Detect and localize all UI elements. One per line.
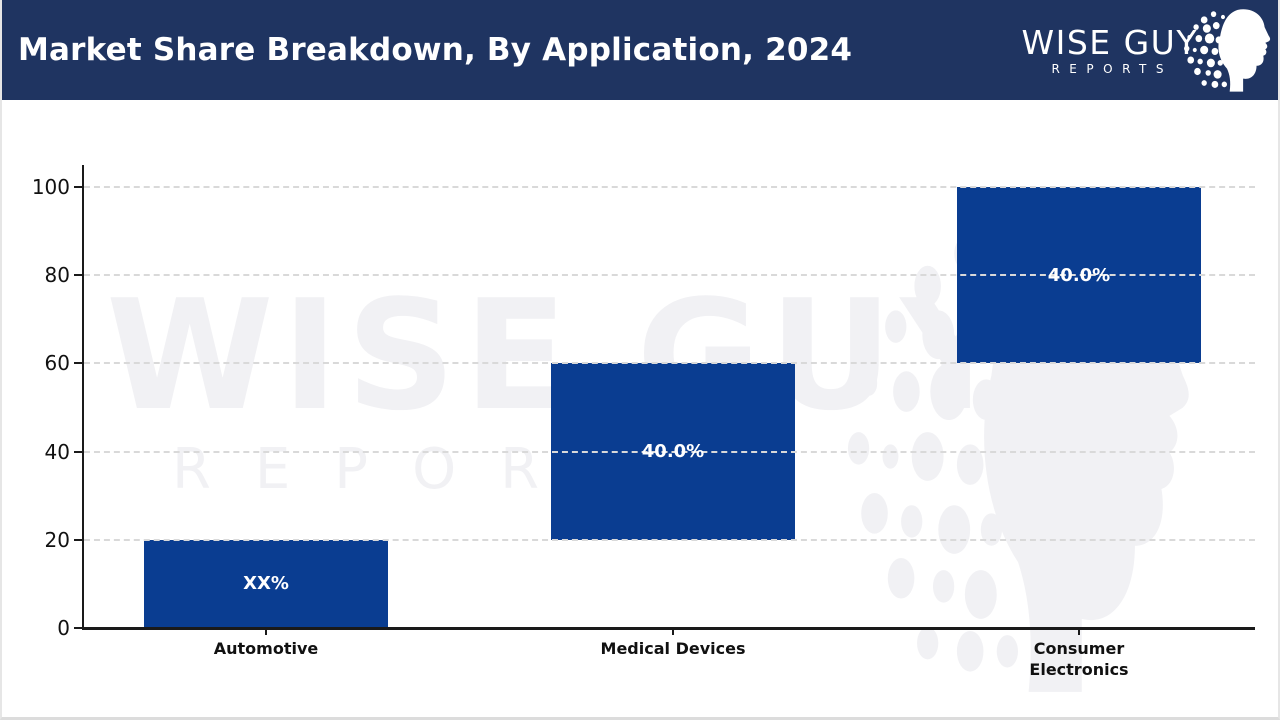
y-tick-label: 60 [44,351,70,376]
brand-text: WISE GUY REPORTS [1021,26,1198,75]
y-tick [74,186,82,188]
x-category-label: Automotive [213,639,319,658]
x-tick [265,629,267,635]
y-tick [74,274,82,277]
brand-logo: WISE GUY REPORTS [1021,0,1274,100]
x-tick [672,629,674,635]
x-category-label: Medical Devices [600,639,746,658]
bar [144,539,388,628]
y-tick-label: 80 [44,263,70,288]
header-bar: Market Share Breakdown, By Application, … [2,0,1278,100]
brand-subtitle: REPORTS [1051,61,1173,76]
y-tick [74,538,82,541]
x-axis [82,627,1255,630]
y-gridline [84,450,1255,453]
y-tick-label: 40 [44,439,70,464]
y-tick [74,627,82,629]
y-gridline [84,538,1255,541]
y-tick [74,450,82,453]
brand-head-icon [1180,7,1274,93]
y-tick-label: 100 [31,175,70,199]
y-gridline [84,186,1255,188]
y-tick [74,362,82,365]
y-gridline [84,274,1255,277]
x-tick [1078,629,1080,635]
x-category-label: Consumer Electronics [1029,639,1129,679]
y-gridline [84,362,1255,365]
y-tick-label: 0 [57,616,70,640]
y-axis [82,165,84,629]
brand-name: WISE GUY [1021,22,1198,62]
page-title: Market Share Breakdown, By Application, … [18,32,853,68]
y-tick-label: 20 [44,527,70,552]
